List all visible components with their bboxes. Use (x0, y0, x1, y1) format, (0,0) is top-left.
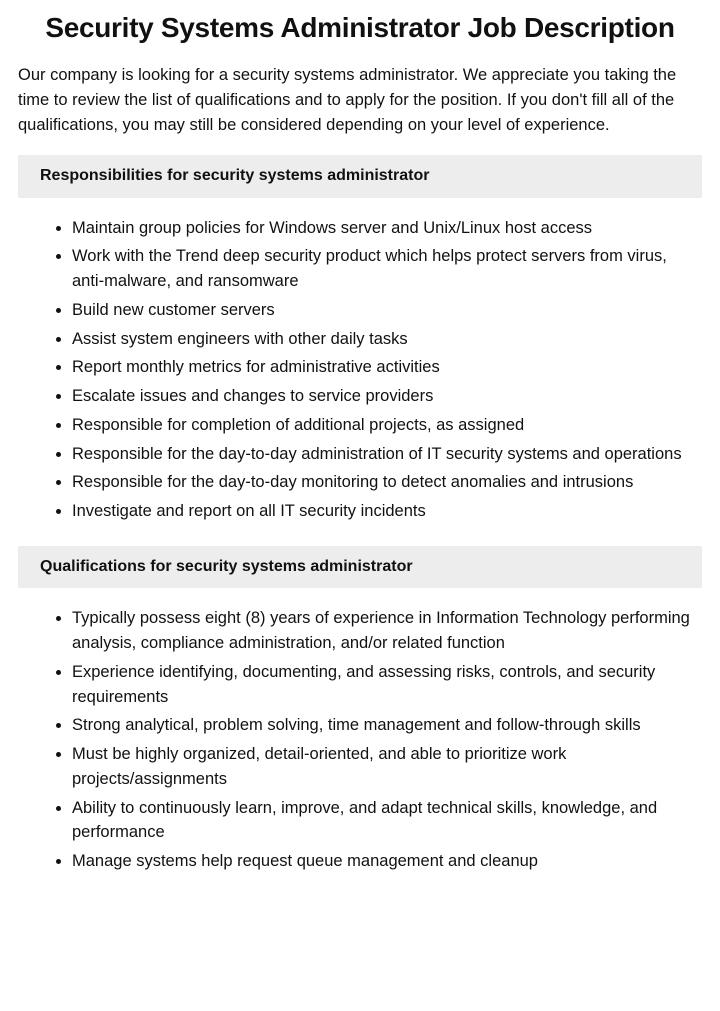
list-item: Must be highly organized, detail-oriente… (72, 742, 692, 792)
page-title: Security Systems Administrator Job Descr… (18, 10, 702, 45)
section-header-qualifications: Qualifications for security systems admi… (18, 546, 702, 588)
list-item: Assist system engineers with other daily… (72, 327, 692, 352)
responsibilities-list: Maintain group policies for Windows serv… (18, 216, 702, 524)
list-item: Responsible for the day-to-day administr… (72, 442, 692, 467)
intro-paragraph: Our company is looking for a security sy… (18, 63, 702, 137)
section-responsibilities: Responsibilities for security systems ad… (18, 155, 702, 524)
qualifications-list: Typically possess eight (8) years of exp… (18, 606, 702, 874)
list-item: Investigate and report on all IT securit… (72, 499, 692, 524)
list-item: Responsible for the day-to-day monitorin… (72, 470, 692, 495)
list-item: Ability to continuously learn, improve, … (72, 796, 692, 846)
list-item: Manage systems help request queue manage… (72, 849, 692, 874)
list-item: Responsible for completion of additional… (72, 413, 692, 438)
list-item: Escalate issues and changes to service p… (72, 384, 692, 409)
list-item: Report monthly metrics for administrativ… (72, 355, 692, 380)
list-item: Maintain group policies for Windows serv… (72, 216, 692, 241)
list-item: Experience identifying, documenting, and… (72, 660, 692, 710)
list-item: Build new customer servers (72, 298, 692, 323)
section-header-responsibilities: Responsibilities for security systems ad… (18, 155, 702, 197)
list-item: Typically possess eight (8) years of exp… (72, 606, 692, 656)
list-item: Strong analytical, problem solving, time… (72, 713, 692, 738)
section-qualifications: Qualifications for security systems admi… (18, 546, 702, 874)
list-item: Work with the Trend deep security produc… (72, 244, 692, 294)
